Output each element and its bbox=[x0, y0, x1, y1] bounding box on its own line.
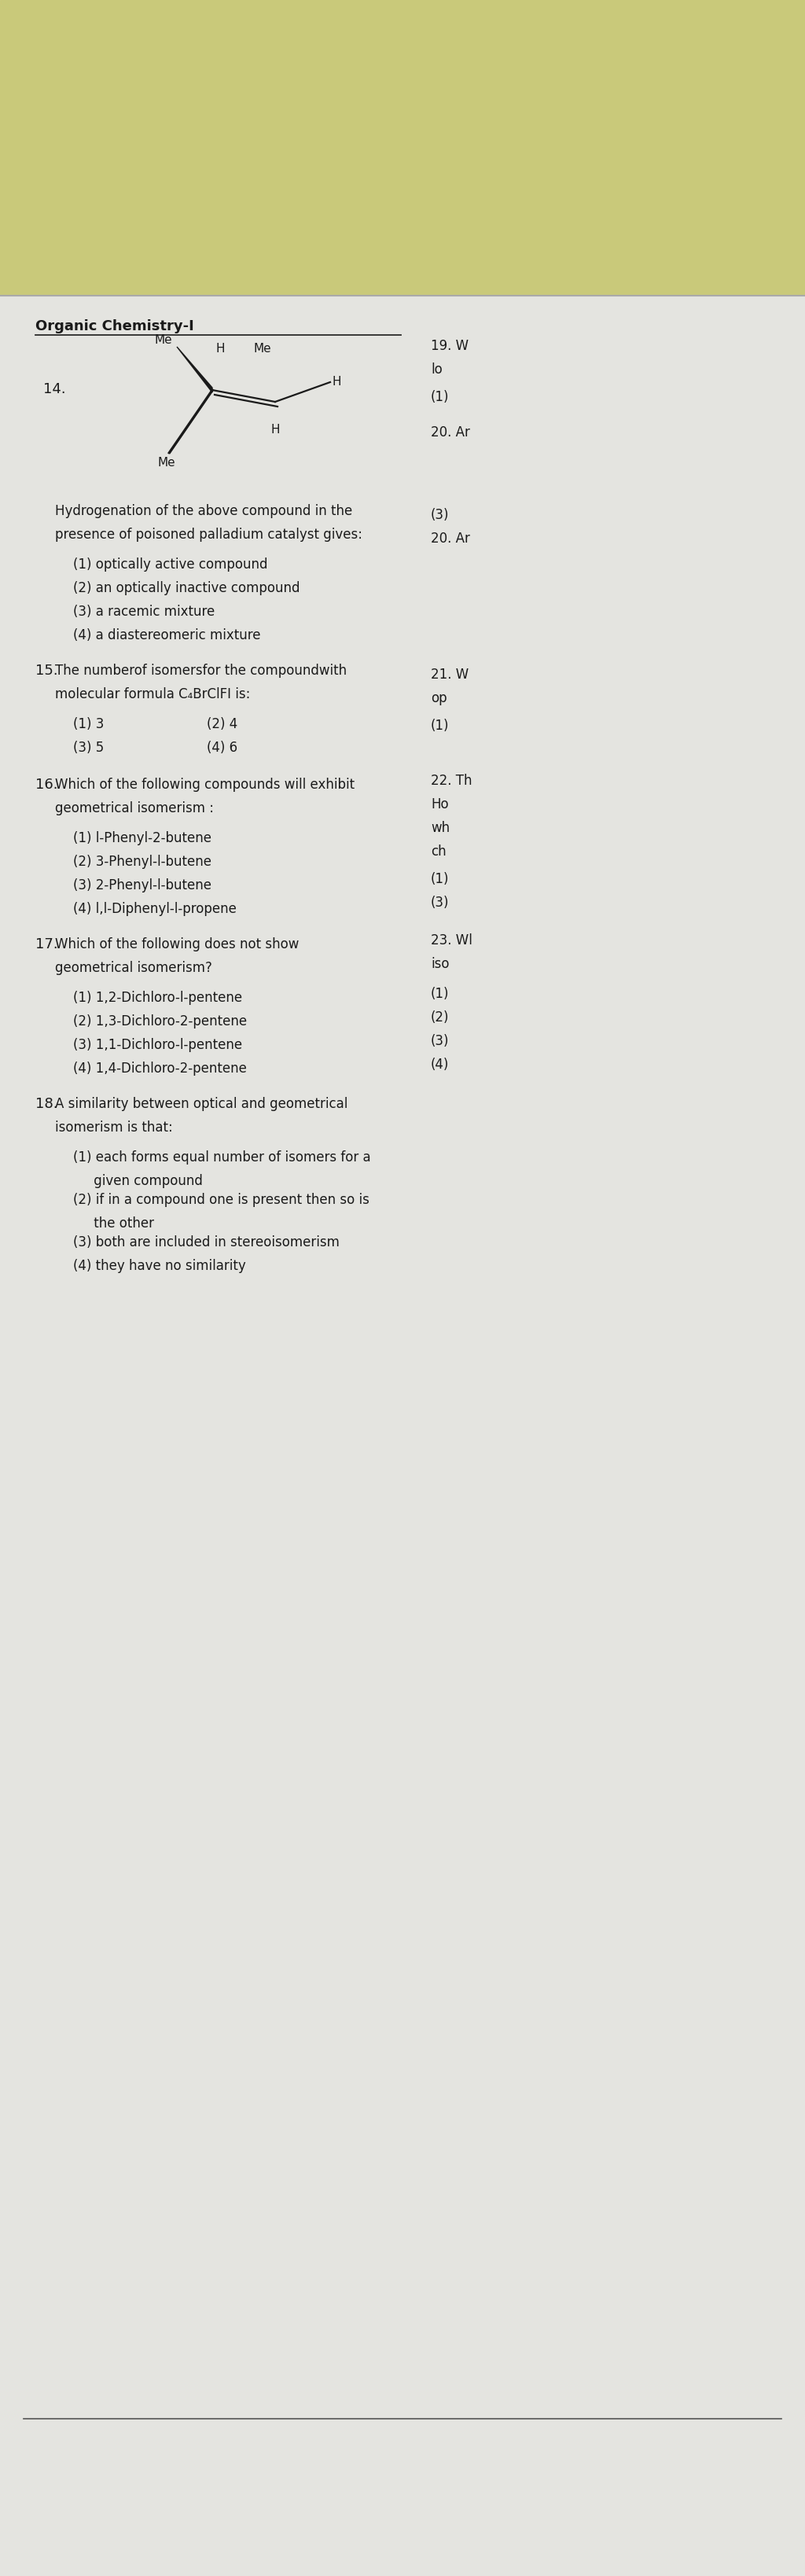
Text: (1): (1) bbox=[431, 873, 449, 886]
Text: Ho: Ho bbox=[431, 799, 448, 811]
Text: (3) a racemic mixture: (3) a racemic mixture bbox=[73, 605, 215, 618]
Text: (2) an optically inactive compound: (2) an optically inactive compound bbox=[73, 582, 300, 595]
Text: (2) 1,3-Dichloro-2-pentene: (2) 1,3-Dichloro-2-pentene bbox=[73, 1015, 247, 1028]
Text: wh: wh bbox=[431, 822, 450, 835]
Text: op: op bbox=[431, 690, 447, 706]
Text: 15.: 15. bbox=[35, 665, 58, 677]
Text: Me: Me bbox=[155, 335, 172, 345]
Text: (1) each forms equal number of isomers for a: (1) each forms equal number of isomers f… bbox=[73, 1151, 371, 1164]
Text: lo: lo bbox=[431, 363, 443, 376]
Text: molecular formula C₄BrClFI is:: molecular formula C₄BrClFI is: bbox=[55, 688, 250, 701]
Bar bbox=[0, 0, 805, 296]
Text: 20. Ar: 20. Ar bbox=[431, 531, 470, 546]
Text: iso: iso bbox=[431, 956, 449, 971]
Text: (1): (1) bbox=[431, 719, 449, 732]
Text: (4) they have no similarity: (4) they have no similarity bbox=[73, 1260, 246, 1273]
Text: 22. Th: 22. Th bbox=[431, 773, 472, 788]
Text: Hydrogenation of the above compound in the: Hydrogenation of the above compound in t… bbox=[55, 505, 353, 518]
Bar bbox=[0, 296, 805, 2576]
Text: geometrical isomerism :: geometrical isomerism : bbox=[55, 801, 214, 817]
Text: H: H bbox=[271, 425, 280, 435]
Text: isomerism is that:: isomerism is that: bbox=[55, 1121, 173, 1133]
Text: (3): (3) bbox=[431, 896, 449, 909]
Text: (2): (2) bbox=[431, 1010, 449, 1025]
Text: geometrical isomerism?: geometrical isomerism? bbox=[55, 961, 213, 976]
Text: A similarity between optical and geometrical: A similarity between optical and geometr… bbox=[55, 1097, 348, 1110]
Text: (1) l-Phenyl-2-butene: (1) l-Phenyl-2-butene bbox=[73, 832, 212, 845]
Text: Which of the following compounds will exhibit: Which of the following compounds will ex… bbox=[55, 778, 355, 791]
Text: 23. Wl: 23. Wl bbox=[431, 933, 473, 948]
Text: (4): (4) bbox=[431, 1059, 449, 1072]
Text: (1) optically active compound: (1) optically active compound bbox=[73, 556, 268, 572]
Text: given compound: given compound bbox=[73, 1175, 203, 1188]
Text: 21. W: 21. W bbox=[431, 667, 469, 683]
Text: (3) 5: (3) 5 bbox=[73, 742, 104, 755]
Text: Organic Chemistry-I: Organic Chemistry-I bbox=[35, 319, 194, 332]
Text: The numberof isomersfor the compoundwith: The numberof isomersfor the compoundwith bbox=[55, 665, 347, 677]
Text: (4) 1,4-Dichloro-2-pentene: (4) 1,4-Dichloro-2-pentene bbox=[73, 1061, 247, 1077]
Text: the other: the other bbox=[73, 1216, 154, 1231]
Text: (1) 3: (1) 3 bbox=[73, 716, 104, 732]
Text: ch: ch bbox=[431, 845, 446, 858]
Polygon shape bbox=[177, 348, 213, 392]
Text: 16.: 16. bbox=[35, 778, 58, 791]
Text: H: H bbox=[332, 376, 341, 386]
Text: (4) l,l-Diphenyl-l-propene: (4) l,l-Diphenyl-l-propene bbox=[73, 902, 237, 917]
Text: (2) if in a compound one is present then so is: (2) if in a compound one is present then… bbox=[73, 1193, 369, 1208]
Text: (2) 3-Phenyl-l-butene: (2) 3-Phenyl-l-butene bbox=[73, 855, 212, 868]
Text: (1) 1,2-Dichloro-l-pentene: (1) 1,2-Dichloro-l-pentene bbox=[73, 992, 242, 1005]
Text: (3) both are included in stereoisomerism: (3) both are included in stereoisomerism bbox=[73, 1236, 340, 1249]
Text: (3) 2-Phenyl-l-butene: (3) 2-Phenyl-l-butene bbox=[73, 878, 212, 891]
Text: (4) a diastereomeric mixture: (4) a diastereomeric mixture bbox=[73, 629, 261, 641]
Text: Which of the following does not show: Which of the following does not show bbox=[55, 938, 299, 951]
Text: 17.: 17. bbox=[35, 938, 58, 951]
Text: 20. Ar: 20. Ar bbox=[431, 425, 470, 440]
Text: Me: Me bbox=[157, 456, 175, 469]
Text: (3): (3) bbox=[431, 1033, 449, 1048]
Text: presence of poisoned palladium catalyst gives:: presence of poisoned palladium catalyst … bbox=[55, 528, 362, 541]
Text: (2) 4: (2) 4 bbox=[207, 716, 237, 732]
Text: H: H bbox=[217, 343, 225, 355]
Text: (4) 6: (4) 6 bbox=[207, 742, 237, 755]
Text: 18.: 18. bbox=[35, 1097, 58, 1110]
Text: 14.: 14. bbox=[43, 381, 66, 397]
Text: (1): (1) bbox=[431, 987, 449, 1002]
Text: (3) 1,1-Dichloro-l-pentene: (3) 1,1-Dichloro-l-pentene bbox=[73, 1038, 242, 1051]
Text: Me: Me bbox=[253, 343, 271, 355]
Text: 19. W: 19. W bbox=[431, 340, 469, 353]
Text: (1): (1) bbox=[431, 389, 449, 404]
Text: (3): (3) bbox=[431, 507, 449, 523]
